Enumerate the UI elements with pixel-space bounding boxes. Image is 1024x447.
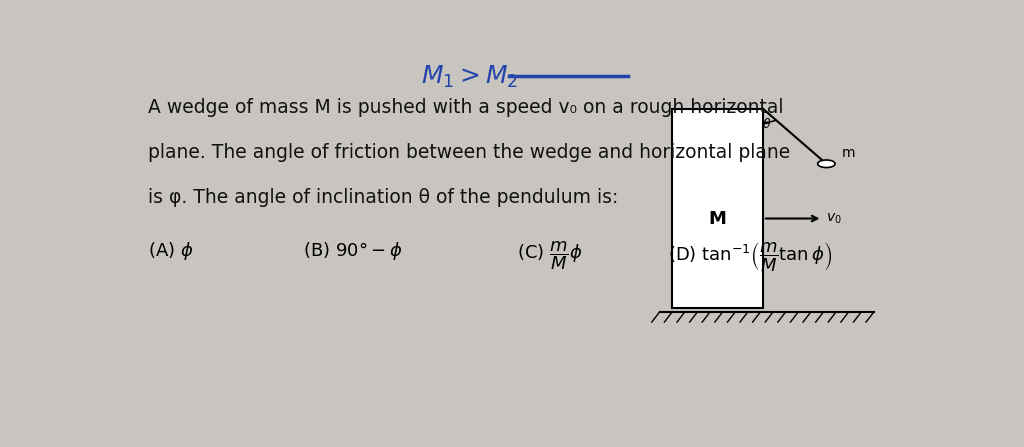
Text: (A) $\phi$: (A) $\phi$ <box>147 240 194 261</box>
Text: $\mathit{M_1 > M_2}$: $\mathit{M_1 > M_2}$ <box>421 64 518 90</box>
Text: m: m <box>842 146 855 160</box>
Text: is φ. The angle of inclination θ of the pendulum is:: is φ. The angle of inclination θ of the … <box>147 188 618 207</box>
Text: $\theta$: $\theta$ <box>763 117 772 131</box>
Text: M: M <box>709 210 726 228</box>
Text: A wedge of mass M is pushed with a speed v₀ on a rough horizontal: A wedge of mass M is pushed with a speed… <box>147 98 783 118</box>
Text: (D) $\tan^{-1}\!\left(\dfrac{m}{M}\tan\phi\right)$: (D) $\tan^{-1}\!\left(\dfrac{m}{M}\tan\p… <box>668 240 831 273</box>
Text: (B) $90° - \phi$: (B) $90° - \phi$ <box>303 240 402 261</box>
Bar <box>672 109 763 308</box>
Text: plane. The angle of friction between the wedge and horizontal plane: plane. The angle of friction between the… <box>147 143 791 162</box>
Circle shape <box>817 160 836 168</box>
Text: $v_0$: $v_0$ <box>826 211 842 226</box>
Text: (C) $\dfrac{m}{M}\phi$: (C) $\dfrac{m}{M}\phi$ <box>517 240 583 272</box>
